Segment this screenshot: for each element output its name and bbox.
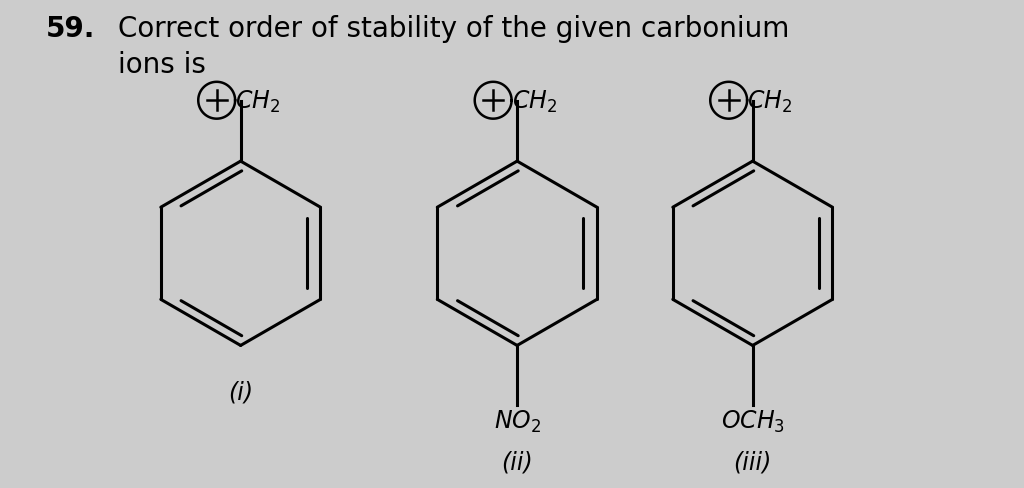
Text: $CH_2$: $CH_2$ bbox=[512, 89, 557, 115]
Text: $OCH_3$: $OCH_3$ bbox=[721, 408, 784, 434]
Text: $NO_2$: $NO_2$ bbox=[494, 408, 541, 434]
Text: $CH_2$: $CH_2$ bbox=[748, 89, 793, 115]
Text: $CH_2$: $CH_2$ bbox=[236, 89, 281, 115]
Text: (ii): (ii) bbox=[501, 449, 534, 473]
Text: (i): (i) bbox=[228, 380, 253, 404]
Text: 59.: 59. bbox=[46, 15, 95, 42]
Text: (iii): (iii) bbox=[733, 449, 772, 473]
Text: Correct order of stability of the given carbonium
ions is: Correct order of stability of the given … bbox=[118, 15, 790, 80]
